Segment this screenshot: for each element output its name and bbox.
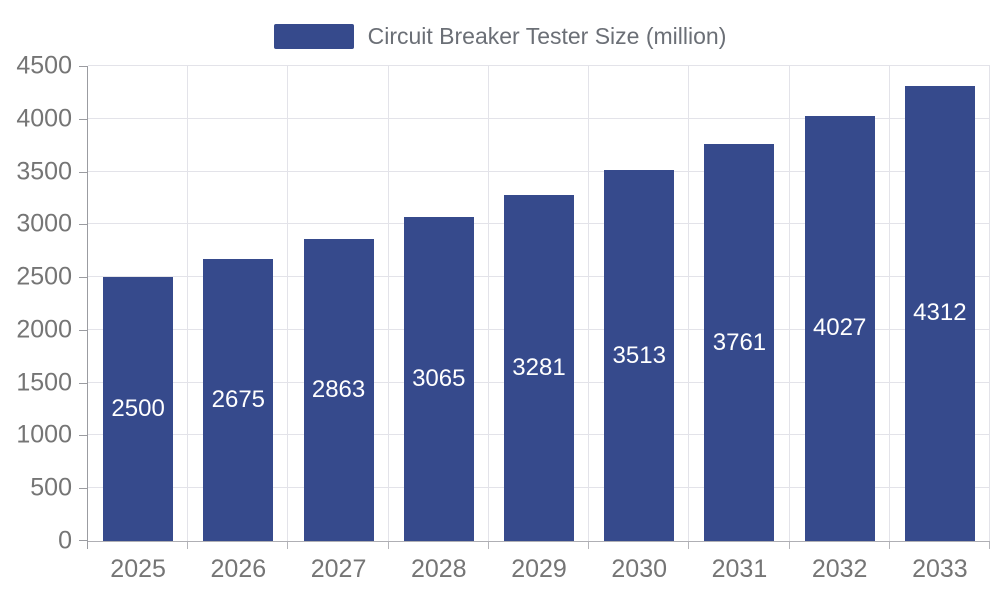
v-gridline <box>387 66 389 541</box>
y-axis-tick <box>79 118 87 120</box>
x-tick-label: 2031 <box>711 555 768 583</box>
x-axis-tick <box>287 542 289 549</box>
bar-2033[interactable] <box>904 85 975 541</box>
bar-2032[interactable] <box>804 115 875 541</box>
y-tick-label: 4000 <box>16 104 72 133</box>
x-axis-tick <box>87 542 88 549</box>
y-tick-label: 3000 <box>16 209 72 238</box>
h-gridline <box>88 65 990 66</box>
h-gridline <box>88 170 990 172</box>
y-axis-tick <box>79 382 87 384</box>
y-axis-tick <box>79 66 87 67</box>
x-tick-label: 2026 <box>210 555 267 583</box>
x-tick-label: 2030 <box>611 555 668 583</box>
y-tick-label: 1000 <box>16 420 72 449</box>
v-gridline <box>187 66 189 541</box>
legend[interactable]: Circuit Breaker Tester Size (million) <box>0 14 1000 58</box>
x-axis-tick <box>888 542 890 549</box>
v-gridline <box>588 66 590 541</box>
legend-swatch <box>273 23 354 49</box>
v-gridline <box>287 66 289 541</box>
x-axis-tick <box>187 542 189 549</box>
bar-2025[interactable] <box>103 277 174 541</box>
x-axis-tick <box>487 542 489 549</box>
y-tick-label: 2000 <box>16 315 72 344</box>
plot-area: 2500 2675 2863 3065 3281 3513 3761 4027 4312 0 50… <box>16 52 990 583</box>
x-axis-tick <box>688 542 690 549</box>
y-axis-tick <box>79 329 87 331</box>
bar-2027[interactable] <box>303 238 374 541</box>
y-tick-label: 1500 <box>16 368 72 397</box>
x-tick-label: 2025 <box>110 555 166 583</box>
y-tick-label: 500 <box>30 473 72 502</box>
x-tick-label: 2028 <box>410 555 467 583</box>
x-tick-label: 2029 <box>511 555 567 583</box>
v-gridline <box>788 66 790 541</box>
y-tick-label: 3500 <box>16 157 72 186</box>
y-axis-tick <box>79 171 87 173</box>
x-tick-label: 2032 <box>811 555 868 583</box>
x-axis-tick <box>989 542 990 549</box>
y-axis-line <box>87 66 88 549</box>
x-axis-tick <box>588 542 590 549</box>
bar-2026[interactable] <box>203 258 274 541</box>
v-gridline <box>688 66 690 541</box>
x-tick-label: 2033 <box>912 555 968 583</box>
v-gridline <box>888 66 890 541</box>
bar-2028[interactable] <box>403 217 474 541</box>
bar-2030[interactable] <box>604 170 675 541</box>
bar-2031[interactable] <box>704 144 775 541</box>
y-axis-tick <box>79 277 87 279</box>
legend-label: Circuit Breaker Tester Size (million) <box>367 22 727 49</box>
y-axis-tick <box>79 435 87 437</box>
bar-2029[interactable] <box>504 194 574 541</box>
y-tick-label: 0 <box>58 526 72 555</box>
y-axis-tick <box>79 224 87 226</box>
h-gridline <box>88 117 990 119</box>
y-tick-label: 2500 <box>16 262 72 291</box>
x-axis-line <box>88 541 990 542</box>
v-gridline <box>487 66 489 541</box>
x-axis-tick <box>788 542 790 549</box>
y-tick-label: 4500 <box>16 51 72 80</box>
y-axis-tick <box>79 540 87 541</box>
y-axis-tick <box>79 488 87 490</box>
x-axis-tick <box>387 542 389 549</box>
x-tick-label: 2027 <box>310 555 367 583</box>
v-gridline <box>989 66 990 541</box>
